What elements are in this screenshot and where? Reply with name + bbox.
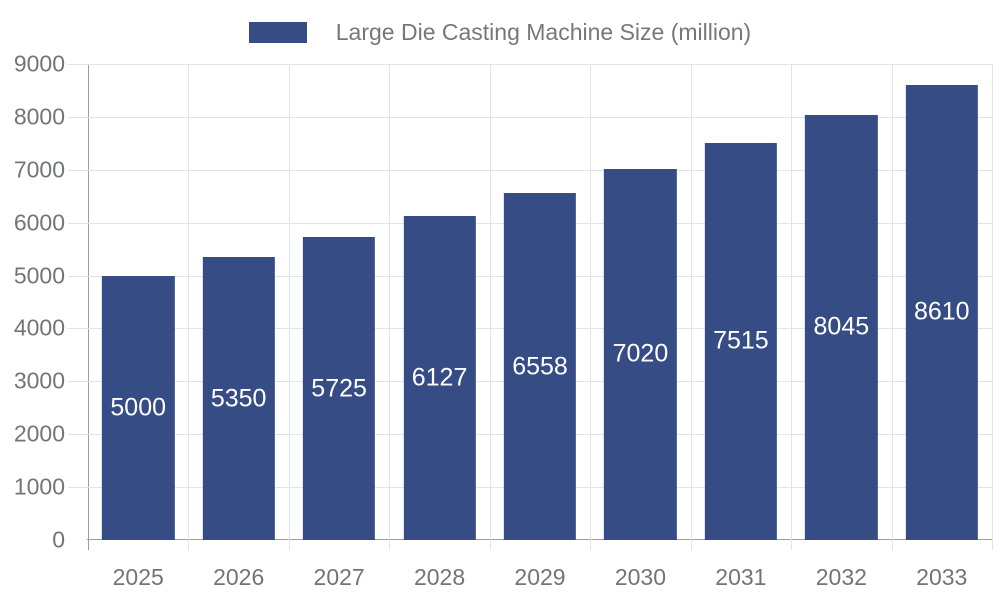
legend-label: Large Die Casting Machine Size (million)	[335, 18, 752, 45]
y-gridline	[68, 64, 992, 65]
bar-value-label: 7020	[612, 339, 669, 368]
x-tick-label: 2032	[815, 564, 867, 590]
bar-2031: 7515	[704, 142, 778, 540]
x-gridline	[288, 64, 290, 550]
x-gridline	[389, 64, 391, 550]
y-axis	[88, 64, 89, 550]
bar-2028: 6127	[403, 215, 476, 540]
y-gridline	[68, 116, 992, 118]
x-gridline	[188, 64, 190, 550]
bar-value-label: 6558	[512, 352, 568, 381]
y-tick-label: 8000	[13, 103, 65, 130]
bar-value-label: 5350	[210, 384, 267, 413]
y-tick-label: 3000	[13, 367, 65, 394]
bar-value-label: 6127	[411, 363, 468, 392]
bar-2030: 7020	[604, 168, 677, 540]
x-tick-label: 2025	[112, 564, 164, 590]
bar-value-label: 7515	[713, 326, 769, 355]
bar-value-label: 8045	[813, 312, 870, 341]
x-tick-label: 2029	[514, 564, 566, 590]
bar-value-label: 8610	[913, 297, 970, 326]
x-gridline	[590, 64, 592, 550]
x-gridline	[891, 64, 893, 550]
x-tick-label: 2028	[413, 564, 466, 590]
y-tick-label: 0	[52, 526, 65, 553]
y-tick-label: 1000	[13, 473, 65, 500]
x-gridline	[992, 64, 993, 550]
bar-2032: 8045	[805, 114, 878, 540]
y-tick-label: 7000	[13, 156, 65, 183]
bar-2026: 5350	[202, 257, 275, 540]
x-gridline	[690, 64, 692, 550]
bar-2027: 5725	[302, 237, 376, 540]
x-tick-label: 2026	[213, 564, 265, 590]
y-tick-label: 6000	[13, 209, 65, 236]
x-gridline	[791, 64, 793, 550]
x-tick-label: 2031	[715, 564, 767, 590]
bar-value-label: 5725	[311, 374, 367, 403]
legend-swatch	[248, 21, 307, 43]
y-tick-label: 5000	[13, 262, 65, 289]
bar-2025: 5000	[102, 275, 175, 540]
y-tick-label: 4000	[13, 314, 65, 341]
bar-value-label: 5000	[110, 393, 167, 422]
bar-2029: 6558	[503, 193, 577, 540]
x-tick-label: 2030	[614, 564, 667, 590]
x-tick-label: 2033	[916, 564, 968, 590]
legend-item[interactable]: Large Die Casting Machine Size (million)	[0, 19, 1000, 45]
y-gridline	[68, 169, 992, 171]
bar-2033: 8610	[905, 84, 978, 540]
plot-area: 0 1000 2000 3000 4000 5000 6000 7000 8000 9000 500…	[14, 51, 993, 590]
x-tick-label: 2027	[313, 564, 365, 590]
x-gridline	[489, 64, 491, 550]
y-tick-label: 2000	[13, 420, 65, 447]
y-tick-label: 9000	[13, 50, 65, 77]
